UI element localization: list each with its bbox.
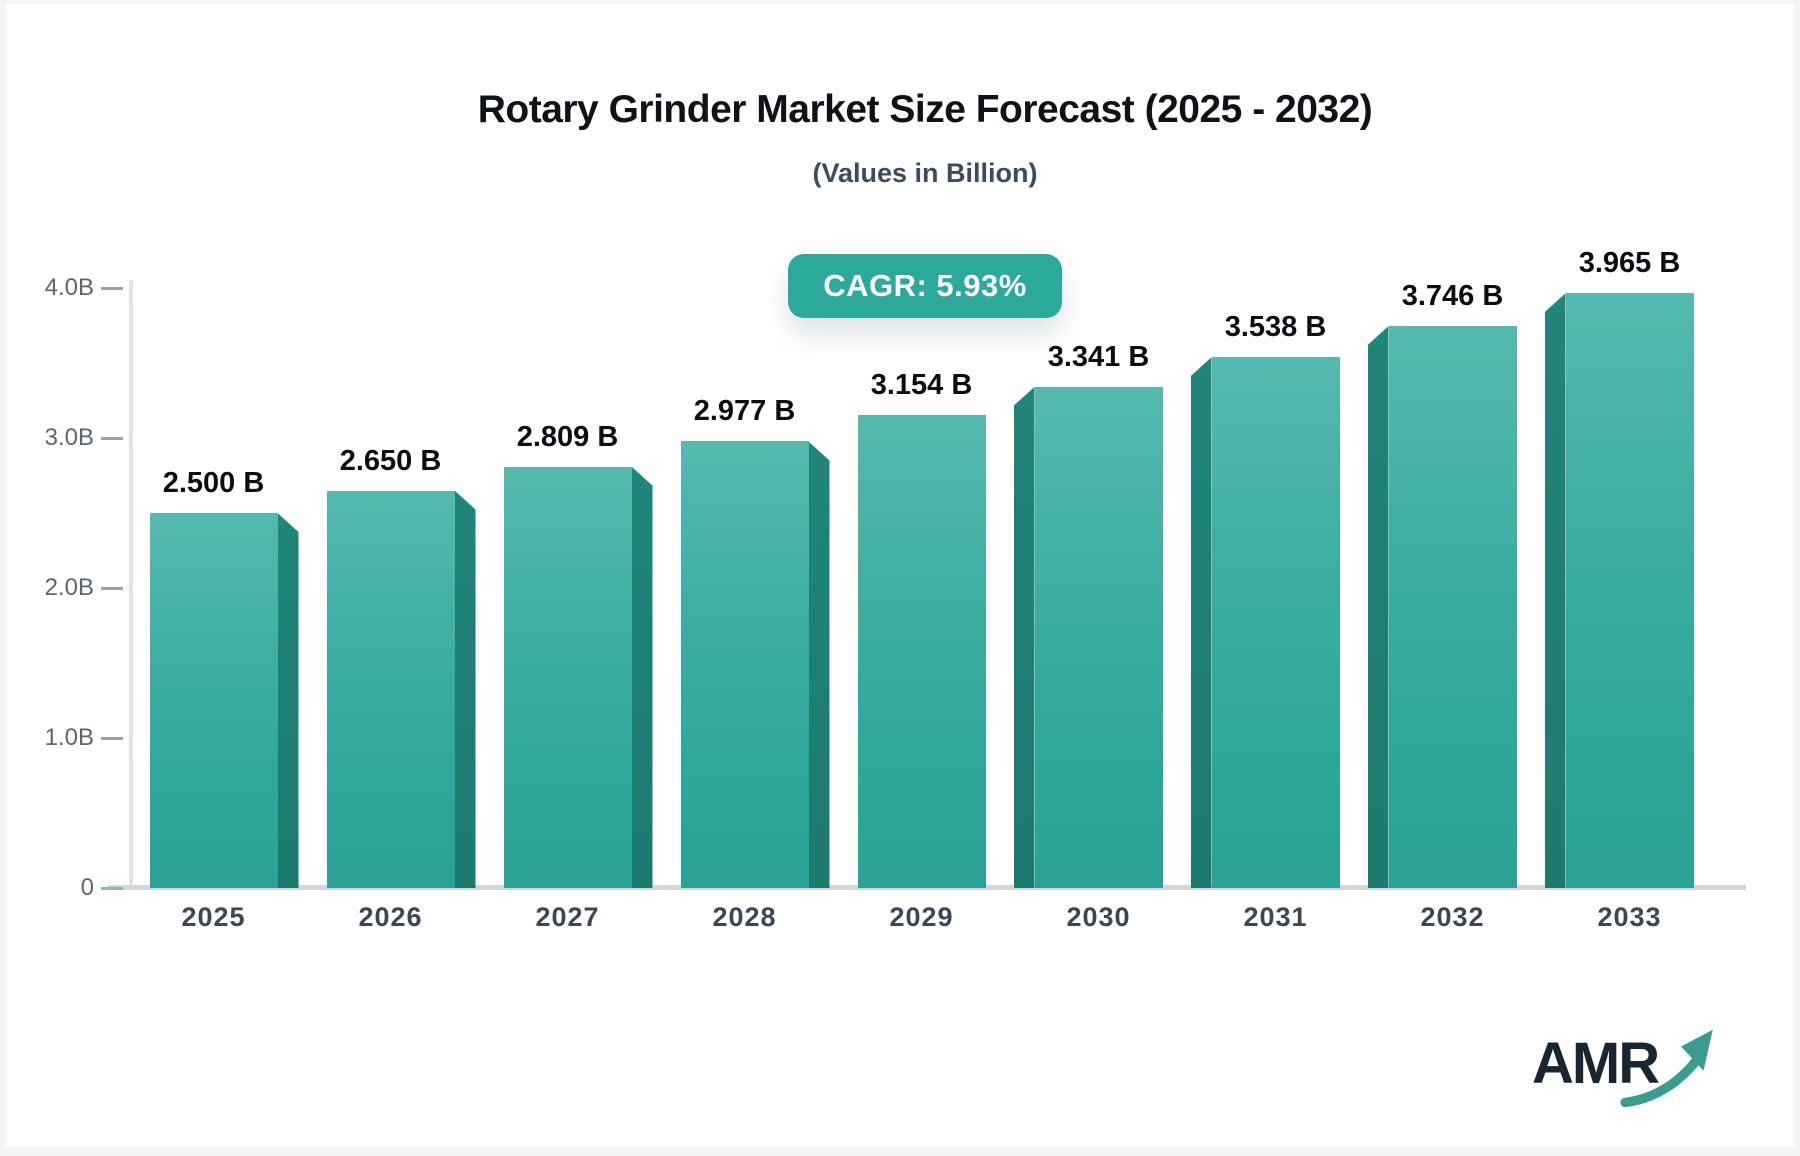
- bar-value-label-2032: 3.746 B: [1401, 280, 1504, 313]
- bar-value-label-2033: 3.965 B: [1578, 247, 1681, 280]
- bar-value-label-2025: 2.500 B: [162, 467, 265, 499]
- y-axis-label: 3.0B: [44, 424, 94, 451]
- bar-2025: [149, 513, 278, 888]
- bar-side-face-2031: [1190, 357, 1212, 888]
- x-axis-label-2031: 2031: [1243, 902, 1308, 932]
- bar-value-label-2026: 2.650 B: [339, 444, 442, 477]
- y-axis-label: 1.0B: [44, 724, 94, 751]
- bar-side-face-2033: [1544, 293, 1566, 888]
- bar-2026: [326, 490, 455, 888]
- y-tick-mark: [101, 886, 123, 890]
- x-axis-label-2026: 2026: [358, 902, 423, 932]
- y-axis-label: 0: [80, 874, 94, 901]
- bar-side-face-2025: [277, 513, 299, 888]
- x-axis-label-2025: 2025: [181, 902, 246, 932]
- bar-side-face-2030: [1013, 386, 1035, 888]
- y-tick-mark: [101, 736, 123, 740]
- bar-side-face-2027: [631, 466, 653, 888]
- brand-logo: AMR: [1532, 1029, 1772, 1130]
- bar-side-face-2032: [1367, 326, 1389, 888]
- x-axis-label-2033: 2033: [1597, 902, 1662, 932]
- y-axis-label: 2.0B: [44, 574, 94, 601]
- bar-value-label-2027: 2.809 B: [516, 420, 619, 453]
- y-axis-line: [129, 280, 133, 890]
- x-axis-label-2032: 2032: [1420, 902, 1485, 932]
- y-tick-mark: [101, 286, 123, 290]
- cagr-badge: CAGR: 5.93%: [788, 254, 1062, 318]
- bar-value-label-2031: 3.538 B: [1224, 311, 1327, 344]
- y-tick-mark: [101, 436, 123, 440]
- bar-2029: [857, 414, 986, 888]
- bar-2032: [1388, 326, 1517, 888]
- x-axis-label-2028: 2028: [712, 902, 777, 932]
- x-axis-label-2029: 2029: [889, 902, 954, 932]
- growth-arrow-icon: [1620, 1029, 1713, 1108]
- bar-value-label-2028: 2.977 B: [693, 395, 796, 428]
- bar-side-face-2028: [808, 441, 830, 888]
- bar-2030: [1034, 386, 1163, 888]
- cagr-badge-label: CAGR: 5.93%: [823, 268, 1027, 303]
- brand-logo-text: AMR: [1532, 1031, 1660, 1096]
- bar-2033: [1565, 293, 1694, 888]
- bar-2028: [680, 441, 809, 888]
- y-axis-label: 4.0B: [44, 274, 94, 301]
- bar-value-label-2029: 3.154 B: [870, 368, 973, 401]
- chart-title: Rotary Grinder Market Size Forecast (202…: [477, 88, 1373, 131]
- bar-value-label-2030: 3.341 B: [1047, 340, 1150, 373]
- x-axis-label-2027: 2027: [535, 902, 600, 932]
- chart-subtitle: (Values in Billion): [812, 158, 1038, 188]
- bar-2031: [1211, 357, 1340, 888]
- bar-side-face-2026: [454, 490, 476, 888]
- y-tick-mark: [101, 586, 123, 590]
- bar-2027: [503, 466, 632, 888]
- x-axis-label-2030: 2030: [1066, 902, 1131, 932]
